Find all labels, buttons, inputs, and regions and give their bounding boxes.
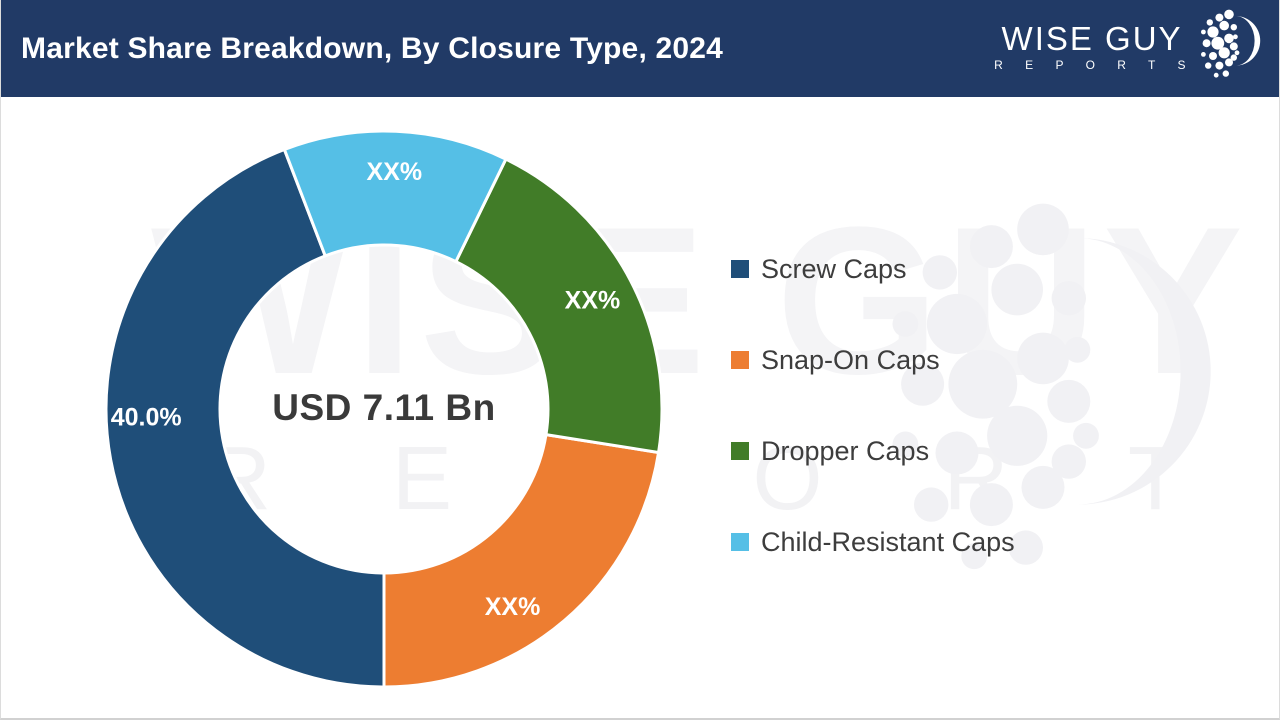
legend-label-snap-on-caps: Snap-On Caps xyxy=(761,345,940,375)
legend-label-screw-caps: Screw Caps xyxy=(761,254,907,284)
logo-wordmark: WISE GUY xyxy=(1001,19,1183,57)
legend-swatch-snap-on-caps xyxy=(731,351,749,369)
legend-item-snap-on-caps: Snap-On Caps xyxy=(731,344,1015,376)
legend-swatch-screw-caps xyxy=(731,260,749,278)
donut-segment-dropper-caps xyxy=(453,157,664,455)
segment-value-label-screw-caps: 40.0% xyxy=(111,403,182,431)
logo-head-icon xyxy=(1201,9,1261,78)
wise-guy-logo: WISE GUY R E P O R T S xyxy=(989,8,1263,86)
segment-value-label-child-resistant-caps: XX% xyxy=(367,158,423,186)
segment-value-label-snap-on-caps: XX% xyxy=(485,593,541,621)
donut-center-value: USD 7.11 Bn xyxy=(272,387,496,428)
legend-swatch-child-resistant-caps xyxy=(731,533,749,551)
chart-legend: Screw Caps Snap-On Caps Dropper Caps Child-… xyxy=(731,253,1015,558)
donut-segment-screw-caps xyxy=(104,147,386,689)
header-bar: Market Share Breakdown, By Closure Type,… xyxy=(1,0,1279,97)
logo-text: WISE GUY R E P O R T S xyxy=(989,19,1195,73)
legend-label-child-resistant-caps: Child-Resistant Caps xyxy=(761,527,1015,557)
legend-label-dropper-caps: Dropper Caps xyxy=(761,436,930,466)
legend-item-screw-caps: Screw Caps xyxy=(731,253,1015,285)
legend-swatch-dropper-caps xyxy=(731,442,749,460)
logo-subtitle: R E P O R T S xyxy=(994,58,1195,73)
donut-segment-snap-on-caps xyxy=(382,432,661,689)
legend-item-child-resistant-caps: Child-Resistant Caps xyxy=(731,526,1015,558)
donut-segment-child-resistant-caps xyxy=(282,129,508,264)
legend-item-dropper-caps: Dropper Caps xyxy=(731,435,1015,467)
page-title: Market Share Breakdown, By Closure Type,… xyxy=(21,31,724,65)
segment-value-label-dropper-caps: XX% xyxy=(565,286,621,314)
